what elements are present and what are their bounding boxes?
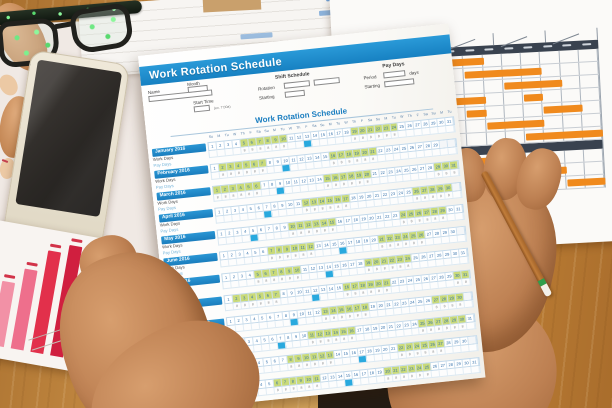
gantt-cell <box>520 51 541 65</box>
gantt-cell <box>564 149 585 163</box>
shift-starting-field <box>284 89 306 98</box>
weekday-letter: Tu <box>447 109 452 114</box>
phone-screen <box>15 59 123 218</box>
gantt-bar <box>523 93 544 102</box>
rotation-label: Rotation <box>257 84 276 92</box>
chart-bar-label <box>49 243 62 249</box>
gantt-cell <box>581 113 602 127</box>
day-cell: 31 <box>470 358 480 366</box>
gantt-cell <box>504 104 524 118</box>
marker-cell <box>457 234 467 242</box>
gantt-cell <box>564 162 585 176</box>
gantt-cell <box>561 88 581 102</box>
gantt-cell <box>578 61 599 75</box>
day-cell: 31 <box>449 161 459 169</box>
gantt-cell <box>559 62 580 76</box>
gantt-cell <box>562 114 583 128</box>
shift-schedule-label: Shift Schedule <box>274 71 310 81</box>
shift-starting-label: Starting <box>258 93 275 101</box>
start-field <box>193 104 211 113</box>
pay-starting-label: Starting <box>364 82 381 90</box>
marker-cell <box>448 147 457 155</box>
gantt-cell <box>464 80 485 94</box>
day-cell: 31 <box>465 314 475 323</box>
marker-cell <box>459 256 469 264</box>
gantt-cell <box>483 79 504 93</box>
pay-starting-field <box>384 78 415 88</box>
day-cell <box>468 336 477 344</box>
marker-cell <box>466 322 476 330</box>
pay-days-label: Pay Days <box>382 61 405 70</box>
day-cell <box>447 139 457 148</box>
marker-cell <box>469 344 478 351</box>
gantt-cell <box>579 74 600 88</box>
period-unit: days <box>409 69 420 76</box>
gantt-bar <box>466 109 487 118</box>
marker-cell <box>455 212 464 220</box>
day-cell <box>452 183 461 191</box>
gantt-cell <box>580 100 601 114</box>
marker-cell: 8 <box>450 169 460 176</box>
gantt-cell <box>467 132 487 146</box>
rotation-field <box>283 80 311 89</box>
day-cell: 31 <box>454 204 464 213</box>
glasses-lens-right <box>68 1 135 55</box>
start-note: (ex. 7:00a) <box>213 104 231 111</box>
marker-cell <box>452 190 462 198</box>
screen-glare <box>15 59 123 218</box>
marker-cell <box>446 125 455 133</box>
marker-cell <box>464 300 474 308</box>
gantt-cell <box>539 50 560 64</box>
gantt-cell <box>583 148 604 162</box>
form-right: Pay Days Period days Starting <box>356 57 449 102</box>
gantt-cell <box>482 53 502 67</box>
marker-cell: 8 <box>462 278 471 286</box>
gantt-cell <box>484 105 505 119</box>
day-cell: 31 <box>459 248 468 257</box>
gantt-cell <box>560 75 581 89</box>
day-cell: 31 <box>445 117 454 126</box>
gantt-cell <box>578 48 599 62</box>
gantt-cell <box>559 49 579 63</box>
day-cell: 31 <box>461 270 470 279</box>
gantt-cell <box>503 91 524 105</box>
period-field <box>383 70 406 79</box>
gantt-cell <box>523 103 544 117</box>
gantt-cell <box>584 161 605 175</box>
gantt-cell <box>466 119 487 133</box>
gantt-cell <box>541 89 562 103</box>
day-cell <box>463 292 473 301</box>
chart-bar-label <box>26 262 38 268</box>
chart-bar-label <box>71 238 83 244</box>
form-middle: Shift Schedule Rotation Starting <box>257 66 360 112</box>
gantt-cell <box>501 52 522 66</box>
rotation-field-2 <box>313 77 340 86</box>
day-cell <box>456 226 466 235</box>
gantt-cell <box>580 87 601 101</box>
gantt-cell <box>540 63 561 77</box>
gantt-cell <box>543 115 564 129</box>
chart-bar-label <box>3 274 16 279</box>
gantt-cell <box>484 92 505 106</box>
period-label: Period <box>363 74 377 81</box>
marker-cell <box>471 366 480 373</box>
